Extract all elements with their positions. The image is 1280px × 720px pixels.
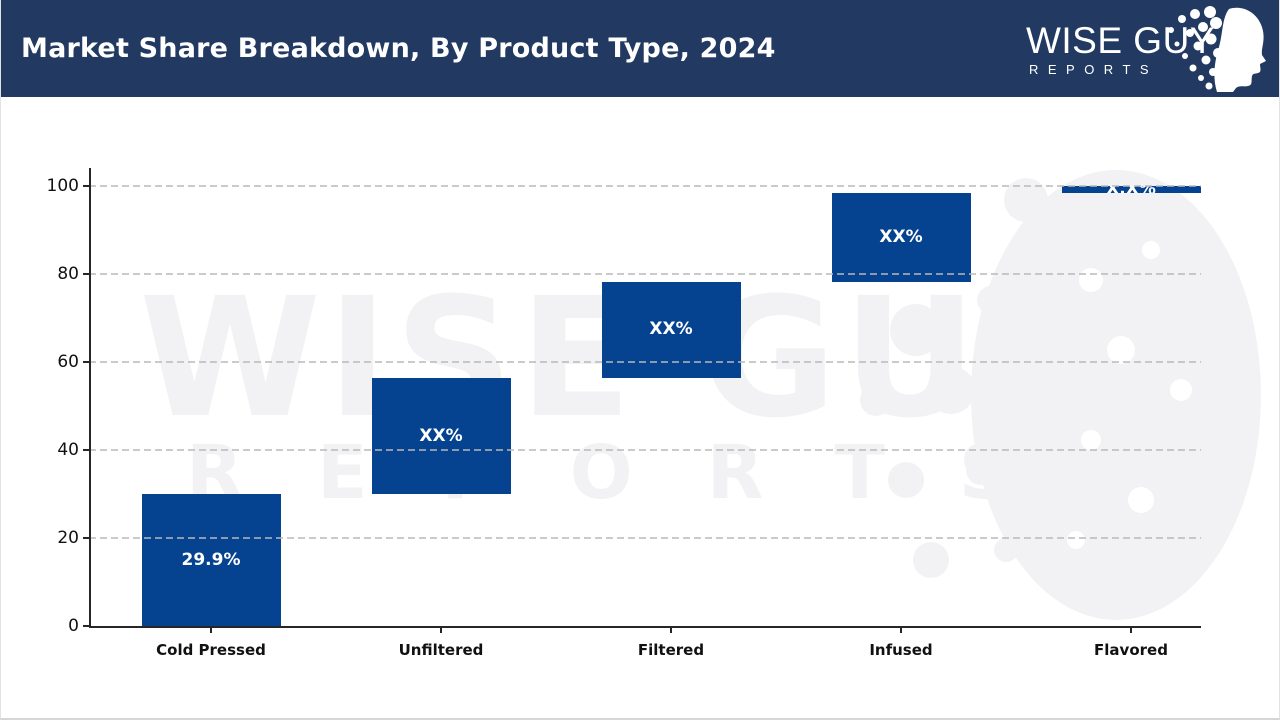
bar-flavored: X.X% bbox=[1061, 186, 1201, 194]
bar-unfiltered: XX% bbox=[371, 377, 511, 495]
x-axis-label: Filtered bbox=[637, 641, 705, 659]
x-tick bbox=[210, 626, 212, 633]
x-axis-spine bbox=[89, 626, 1201, 628]
bar-value-label: XX% bbox=[649, 319, 693, 340]
x-axis-label: Cold Pressed bbox=[156, 641, 266, 659]
gridline-60 bbox=[89, 361, 1201, 363]
header: Market Share Breakdown, By Product Type,… bbox=[1, 0, 1279, 97]
y-tick bbox=[83, 273, 90, 275]
y-axis-label: 0 bbox=[68, 616, 79, 636]
bar-value-label: XX% bbox=[419, 425, 463, 446]
bar-filtered: XX% bbox=[601, 281, 741, 378]
gridline-40 bbox=[89, 449, 1201, 451]
wise-guy-reports-logo: WISE GUY REPORTS bbox=[1011, 6, 1267, 92]
watermark-subtitle: REPORTS bbox=[186, 430, 1087, 516]
bar-value-label: X.X% bbox=[1106, 186, 1156, 193]
logo-text: WISE GUY REPORTS bbox=[1026, 22, 1215, 77]
logo-subtitle: REPORTS bbox=[1028, 61, 1159, 77]
gridline-80 bbox=[89, 273, 1201, 275]
y-tick bbox=[83, 449, 90, 451]
x-axis-label: Infused bbox=[869, 641, 933, 659]
y-axis-label: 60 bbox=[57, 352, 79, 372]
y-axis-label: 100 bbox=[46, 176, 79, 196]
x-axis-label: Unfiltered bbox=[398, 641, 484, 659]
y-tick bbox=[83, 185, 90, 187]
gridline-20 bbox=[89, 537, 1201, 539]
y-tick bbox=[83, 537, 90, 539]
gridline-100 bbox=[89, 185, 1201, 187]
y-tick bbox=[83, 361, 90, 363]
bar-cold-pressed: 29.9% bbox=[141, 494, 281, 626]
x-tick bbox=[1130, 626, 1132, 633]
logo-wordmark: WISE GUY bbox=[1025, 19, 1215, 61]
x-axis-label: Flavored bbox=[1094, 641, 1168, 659]
y-axis-spine bbox=[89, 168, 91, 628]
dotted-face-icon bbox=[1168, 6, 1266, 92]
bar-value-label: XX% bbox=[879, 226, 923, 247]
bar-value-label: 29.9% bbox=[181, 549, 241, 570]
y-tick bbox=[83, 625, 90, 627]
page-title: Market Share Breakdown, By Product Type,… bbox=[21, 33, 776, 64]
bar-infused: XX% bbox=[831, 193, 971, 282]
y-axis-label: 20 bbox=[57, 528, 79, 548]
x-tick bbox=[440, 626, 442, 633]
y-axis-label: 40 bbox=[57, 440, 79, 460]
x-tick bbox=[900, 626, 902, 633]
x-tick bbox=[670, 626, 672, 633]
y-axis-label: 80 bbox=[57, 264, 79, 284]
